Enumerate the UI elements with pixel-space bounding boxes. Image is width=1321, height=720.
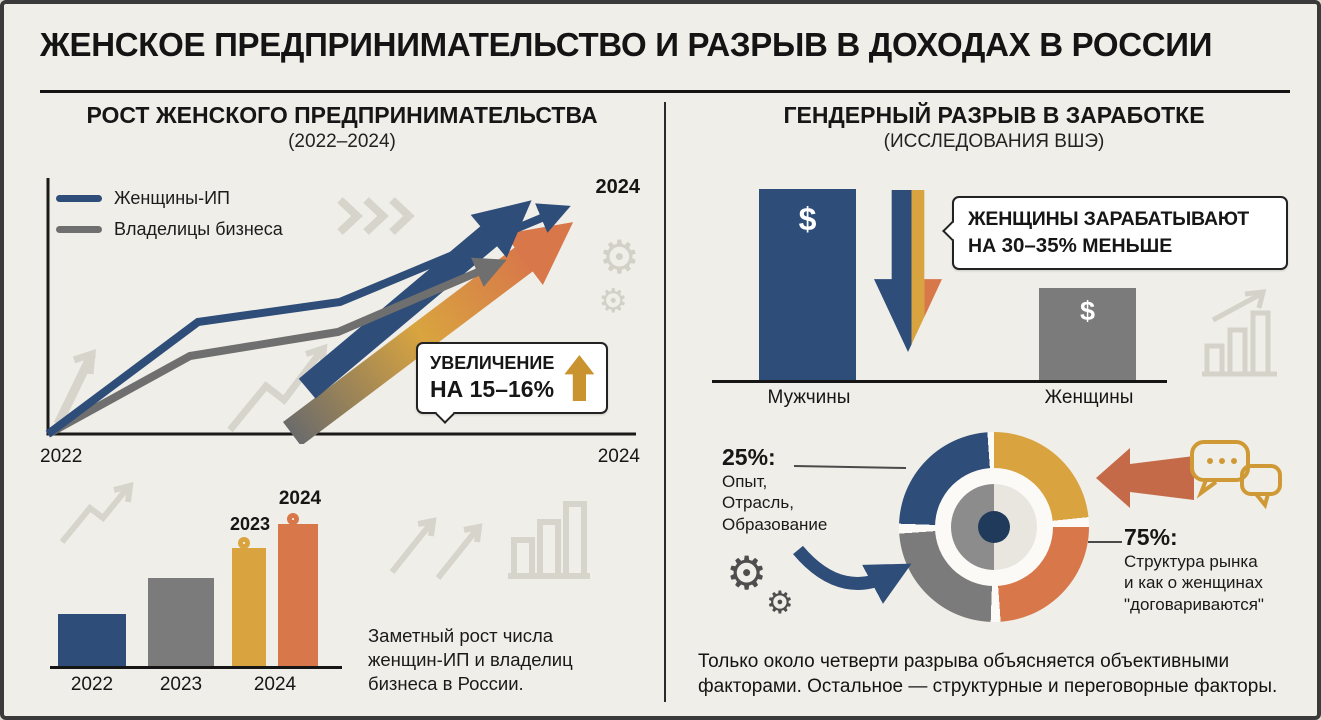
donut-center-dot [978,511,1010,543]
speech-bubbles-icon [1190,440,1282,510]
gear-icon: ⚙ [598,281,628,320]
blue-curved-arrow-icon [793,545,912,604]
gap-callout-line2: НА 30–35% МЕНЬШЕ [968,234,1272,258]
bar-2023-gold [232,548,266,666]
factor-line: Структура рынка [1124,552,1258,571]
bar-x-2024: 2024 [253,674,297,695]
legend-item-business-owners: Владелицы бизнеса [56,219,283,240]
pct-75-label: 75%: [1124,524,1178,550]
gap-callout-line1: ЖЕНЩИНЫ ЗАРАБАТЫВАЮТ [968,208,1249,230]
increase-callout-line1: УВЕЛИЧЕНИЕ [430,353,555,373]
pct-25-label: 25%: [722,444,776,470]
factor-line: Отрасль, [722,493,794,513]
gap-percentage: 30–35% [1001,234,1077,257]
bar-x-2023: 2023 [159,674,203,695]
factors-donut-chart [899,432,1089,622]
series-women-ip-line [45,203,571,438]
callout-tail [942,221,962,241]
structural-factors-block: 75%: Структура рынка и как о женщинах "д… [1124,524,1264,615]
factor-line: Опыт, [722,472,768,491]
objective-factors-block: 25%: Опыт, Отрасль, Образование [722,444,827,535]
legend-label-women-ip: Женщины-ИП [114,188,230,208]
bar-chart-decor-icons [59,482,590,580]
line-chart-x-start: 2022 [40,446,83,467]
gap-down-arrow-icon [874,190,942,352]
bar-x-2022: 2022 [70,674,114,695]
orange-left-arrow-icon [1096,448,1194,508]
bar-2023 [148,578,214,666]
legend-swatch-gray [56,226,102,233]
gap-callout: ЖЕНЩИНЫ ЗАРАБАТЫВАЮТ НА 30–35% МЕНЬШЕ [942,196,1288,270]
factor-line: Образование [722,514,828,534]
line-chart-canvas [45,178,636,444]
line-chart-legend: Женщины-ИП Владелицы бизнеса [56,188,283,240]
panel-divider [664,102,666,702]
growth-line-chart: Женщины-ИП Владелицы бизнеса 2024 ⚙ ⚙ УВ… [40,172,642,444]
series-business-owners-line [46,257,507,438]
earnings-gap-bars: $ $ Мужчины Женщины ЖЕНЩИНЫ ЗАРАБАТЫВАЮТ… [694,174,1294,410]
women-bar-label: Женщины [1044,387,1134,408]
bar-marker-2024-icon [287,513,299,525]
men-earnings-bar: $ [759,189,856,380]
gap-callout-prefix: НА [968,235,1002,257]
increase-callout: УВЕЛИЧЕНИЕ НА 15–16% [416,342,609,424]
gap-bars-axis [712,380,1167,383]
bar-2022 [58,614,126,666]
increase-callout-line2: НА 15–16% [430,376,555,402]
men-bar-label: Мужчины [767,387,851,408]
right-panel-heading: ГЕНДЕРНЫЙ РАЗРЫВ В ЗАРАБОТКЕ [783,102,1205,128]
gap-callout-suffix: МЕНЬШЕ [1076,235,1173,257]
factor-line: "договариваются" [1124,594,1264,614]
line-chart-x-end: 2024 [597,446,640,467]
bar-2024 [278,524,318,666]
gap-factors-section: 25%: Опыт, Отрасль, Образование 75%: Стр… [694,422,1294,644]
growth-bar-chart: 2023 2024 2022 2023 2024 Заметный рост ч… [40,478,644,704]
right-panel: ГЕНДЕРНЫЙ РАЗРЫВ В ЗАРАБОТКЕ (ИССЛЕДОВАН… [694,100,1294,706]
dollar-icon: $ [1079,296,1096,326]
arrow-year-label: 2024 [595,176,641,198]
right-panel-footer: Только около четверти разрыва объясняетс… [698,651,1278,697]
growth-navy-arrow-icon [298,200,532,399]
left-panel-heading: РОСТ ЖЕНСКОГО ПРЕДПРИНИМАТЕЛЬСТВА [86,102,598,128]
bar-label-2024: 2024 [278,488,322,509]
legend-item-women-ip: Женщины-ИП [56,188,283,209]
bar-marker-2023-icon [238,537,250,549]
up-arrow-icon [564,355,595,401]
legend-swatch-navy [56,195,102,202]
page-title: ЖЕНСКОЕ ПРЕДПРИНИМАТЕЛЬСТВО И РАЗРЫВ В Д… [40,26,1213,63]
bar-chart-axis [50,666,342,669]
growth-note: Заметный рост числа женщин-ИП и владелиц… [368,625,573,695]
right-panel-subheading: (ИССЛЕДОВАНИЯ ВШЭ) [883,131,1105,152]
decor-faint-arrows-icon [53,197,415,433]
gear-icon: ⚙ [726,546,768,600]
increase-callout-text: УВЕЛИЧЕНИЕ НА 15–16% [430,353,554,403]
gear-icon: ⚙ [598,230,640,284]
women-earnings-bar: $ [1039,288,1136,380]
left-panel: РОСТ ЖЕНСКОГО ПРЕДПРИНИМАТЕЛЬСТВА (2022–… [40,100,644,706]
bar-chart-decor-icon [1202,289,1277,377]
gear-icon: ⚙ [766,585,794,621]
title-divider [40,90,1290,93]
factor-line: и как о женщинах [1124,573,1263,593]
legend-label-business-owners: Владелицы бизнеса [114,219,283,239]
growth-gradient-arrow-icon [282,222,574,444]
left-panel-subheading: (2022–2024) [288,131,396,152]
dollar-icon: $ [798,201,817,237]
bar-label-2023: 2023 [229,514,271,534]
